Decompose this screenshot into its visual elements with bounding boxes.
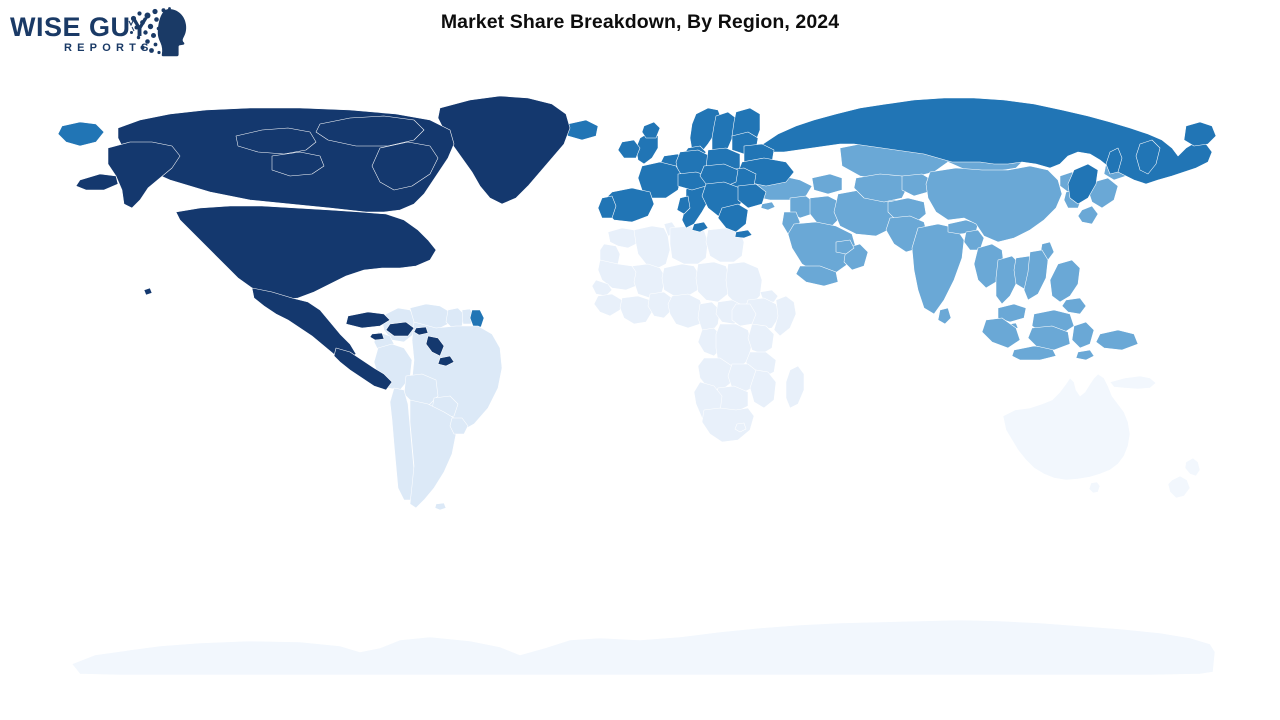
country-lesotho[interactable] (735, 423, 746, 432)
world-choropleth-map[interactable] (0, 52, 1280, 720)
region-antarctica[interactable] (72, 620, 1215, 675)
country-south-africa[interactable] (702, 408, 754, 442)
country-canada-victoria[interactable] (272, 152, 324, 176)
country-new-zealand-south[interactable] (1168, 476, 1190, 498)
country-canada-arctic-islands-2[interactable] (316, 116, 424, 146)
country-cyprus[interactable] (761, 202, 775, 210)
region-europe[interactable] (58, 98, 1216, 238)
country-french-guiana[interactable] (470, 310, 484, 327)
country-burkinafaso-benin-togo[interactable] (648, 292, 672, 318)
country-indonesia-kalimantan[interactable] (1028, 326, 1070, 350)
country-guinea-sierraleone-liberia[interactable] (594, 294, 622, 316)
country-greenland[interactable] (438, 96, 570, 204)
country-guyana[interactable] (446, 308, 464, 328)
country-yemen[interactable] (796, 266, 838, 286)
logo-wordmark: WISE GUY (10, 12, 150, 42)
country-trinidad[interactable] (438, 356, 454, 366)
country-thailand[interactable] (996, 256, 1020, 304)
country-uganda-kenya[interactable] (748, 324, 774, 354)
world-map-svg[interactable] (0, 52, 1280, 720)
country-ivorycoast-ghana[interactable] (620, 296, 652, 324)
country-falklands[interactable] (435, 503, 446, 510)
country-kamchatka[interactable] (1136, 140, 1160, 174)
head-profile-network-icon (128, 7, 187, 57)
country-madagascar[interactable] (786, 366, 804, 408)
country-papua-new-guinea[interactable] (1110, 376, 1156, 389)
country-china[interactable] (926, 166, 1062, 242)
country-bolivia[interactable] (404, 374, 438, 406)
country-ireland[interactable] (618, 140, 640, 158)
country-sakhalin[interactable] (1106, 148, 1122, 174)
country-indonesia-sumatra[interactable] (982, 318, 1020, 348)
country-philippines[interactable] (1050, 260, 1080, 302)
country-united-states[interactable] (176, 206, 436, 300)
country-russia[interactable] (760, 98, 1212, 184)
country-japan-kyushu[interactable] (1078, 206, 1098, 224)
country-aleutians[interactable] (76, 174, 118, 190)
country-indonesia-papua[interactable] (1096, 330, 1138, 350)
country-vietnam[interactable] (1024, 250, 1048, 300)
country-hispaniola[interactable] (386, 322, 414, 336)
country-mozambique[interactable] (750, 370, 776, 408)
country-france[interactable] (638, 162, 682, 198)
country-russia-far-east[interactable] (1068, 164, 1098, 204)
country-portugal[interactable] (598, 196, 616, 218)
country-antarctica[interactable] (72, 620, 1215, 675)
country-somalia[interactable] (774, 296, 796, 336)
country-libya[interactable] (670, 226, 708, 264)
country-bulgaria[interactable] (738, 184, 766, 208)
country-saudi-arabia[interactable] (788, 222, 856, 274)
country-india[interactable] (912, 224, 964, 314)
country-cuba[interactable] (346, 312, 390, 328)
country-hawaii[interactable] (144, 288, 152, 295)
country-nigeria[interactable] (668, 294, 704, 328)
region-oceania[interactable] (1003, 374, 1200, 498)
country-algeria[interactable] (634, 226, 670, 268)
country-russia-west-chukotka[interactable] (58, 122, 104, 146)
country-timor[interactable] (1076, 350, 1094, 360)
country-crete[interactable] (735, 230, 752, 238)
country-sri-lanka[interactable] (938, 308, 951, 324)
country-philippines-mindanao[interactable] (1062, 298, 1086, 314)
country-sardinia-corsica[interactable] (677, 196, 690, 214)
country-norway[interactable] (690, 108, 722, 154)
country-australia[interactable] (1003, 374, 1130, 480)
country-argentina[interactable] (410, 400, 456, 508)
country-canada-baffin[interactable] (372, 142, 438, 190)
country-uae-qatar-kuwait[interactable] (836, 240, 854, 254)
country-canada-arctic-islands-1[interactable] (236, 128, 316, 154)
country-iraq[interactable] (810, 196, 842, 226)
country-malaysia[interactable] (998, 304, 1026, 322)
country-greece[interactable] (718, 204, 748, 232)
country-niger[interactable] (662, 264, 700, 296)
country-tasmania[interactable] (1089, 482, 1100, 493)
region-north-america[interactable] (76, 96, 570, 390)
country-lesser-antilles[interactable] (426, 336, 444, 356)
country-south-sudan[interactable] (732, 304, 756, 326)
country-uruguay[interactable] (450, 418, 468, 434)
country-puerto-rico[interactable] (414, 327, 428, 335)
region-asia-pacific[interactable] (740, 140, 1138, 360)
country-central-america[interactable] (334, 348, 392, 390)
country-uzbekistan-turkmenistan[interactable] (854, 174, 908, 202)
brand-logo[interactable]: WISE GUY REPORTS (8, 6, 190, 58)
country-chad[interactable] (696, 262, 730, 302)
country-indonesia-sulawesi[interactable] (1072, 322, 1094, 348)
country-scotland[interactable] (642, 122, 660, 138)
country-mauritania[interactable] (598, 260, 638, 290)
page-title: Market Share Breakdown, By Region, 2024 (440, 11, 840, 33)
region-africa[interactable] (592, 222, 804, 442)
country-georgia-armenia-azerbaijan[interactable] (812, 174, 842, 194)
country-alaska[interactable] (108, 142, 180, 208)
country-chukotka[interactable] (1184, 122, 1216, 146)
country-jamaica[interactable] (370, 333, 384, 340)
country-sicily[interactable] (692, 222, 708, 232)
logo-subword: REPORTS (64, 42, 154, 54)
country-new-zealand-north[interactable] (1185, 458, 1200, 476)
